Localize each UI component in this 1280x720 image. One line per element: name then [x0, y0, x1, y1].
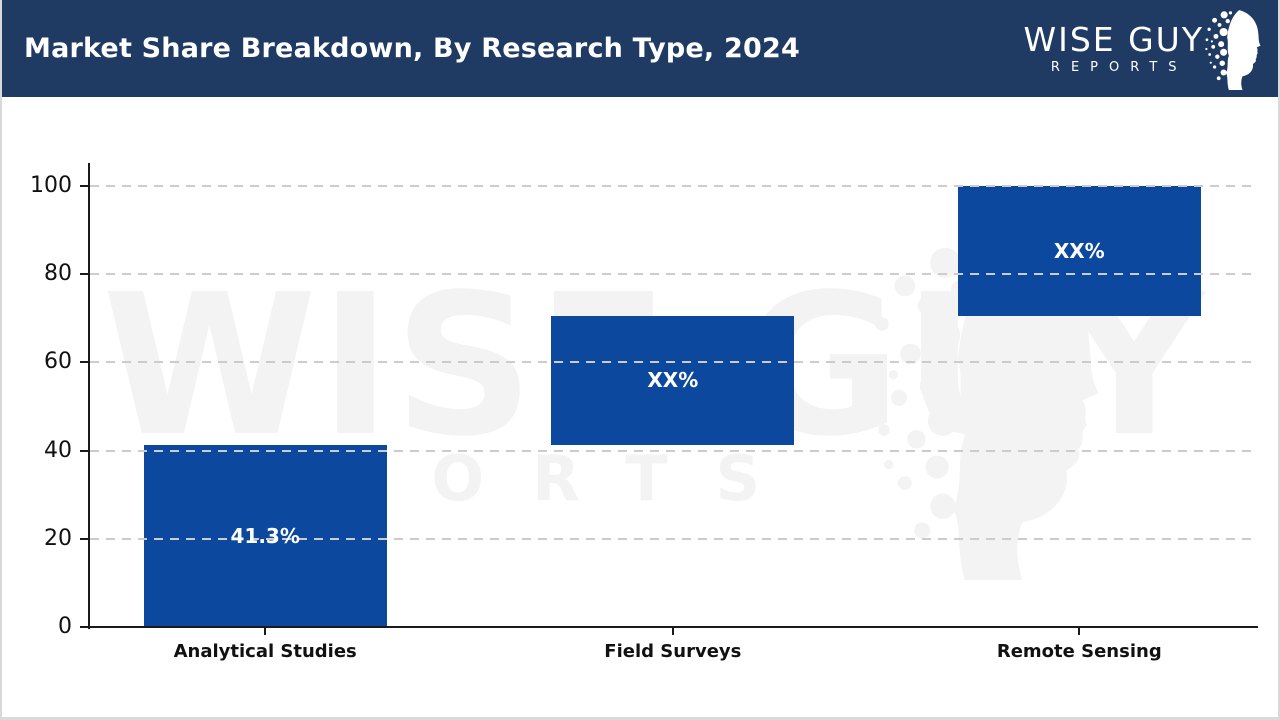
logo-face-icon: [1205, 9, 1261, 90]
x-tick-analytical-studies: [264, 627, 267, 635]
y-tick-100: [80, 185, 88, 187]
bar-value-label: XX%: [647, 368, 699, 393]
x-tick-remote-sensing: [1078, 627, 1081, 635]
y-tick-label-0: 0: [58, 614, 72, 639]
bar-analytical-studies: [143, 444, 387, 627]
gridline-80: [90, 273, 1258, 276]
y-tick-20: [80, 537, 88, 540]
bar-value-label: XX%: [1053, 239, 1105, 264]
category-label-remote-sensing: Remote Sensing: [996, 641, 1162, 662]
gridline-100: [90, 185, 1258, 187]
category-label-field-surveys: Field Surveys: [604, 641, 742, 662]
logo-wordmark-block: WISE GUY REPORTS: [1023, 23, 1204, 74]
bar-field-surveys: [551, 316, 795, 445]
header-bar: Market Share Breakdown, By Research Type…: [2, 0, 1278, 97]
bar-remote-sensing: [957, 186, 1201, 317]
y-tick-60: [80, 361, 88, 364]
logo-wordmark: WISE GUY: [1023, 20, 1204, 59]
gridline-60: [90, 361, 1258, 364]
category-label-analytical-studies: Analytical Studies: [173, 641, 357, 662]
x-tick-field-surveys: [671, 627, 674, 635]
y-tick-80: [80, 273, 88, 276]
plot-area: 0 20 40 60 80 100 41.3% Analytical Studies XX% Fi…: [30, 163, 1258, 662]
page-title: Market Share Breakdown, By Research Type…: [24, 33, 800, 64]
y-tick-0: [80, 626, 88, 628]
y-tick-label-100: 100: [30, 173, 72, 198]
wiseguy-logo: WISE GUY REPORTS: [1023, 8, 1264, 90]
gridline-20: [90, 537, 1258, 540]
y-tick-label-80: 80: [44, 261, 72, 287]
y-tick-40: [80, 449, 88, 452]
watermark-face-icon: [865, 243, 1099, 580]
y-tick-label-40: 40: [44, 437, 72, 463]
y-axis-line: [88, 163, 90, 629]
y-tick-label-20: 20: [44, 525, 72, 551]
y-tick-label-60: 60: [44, 349, 72, 375]
bar-value-label: 41.3%: [230, 523, 300, 548]
gridline-40: [90, 449, 1258, 452]
logo-subtext: REPORTS: [1050, 60, 1188, 75]
